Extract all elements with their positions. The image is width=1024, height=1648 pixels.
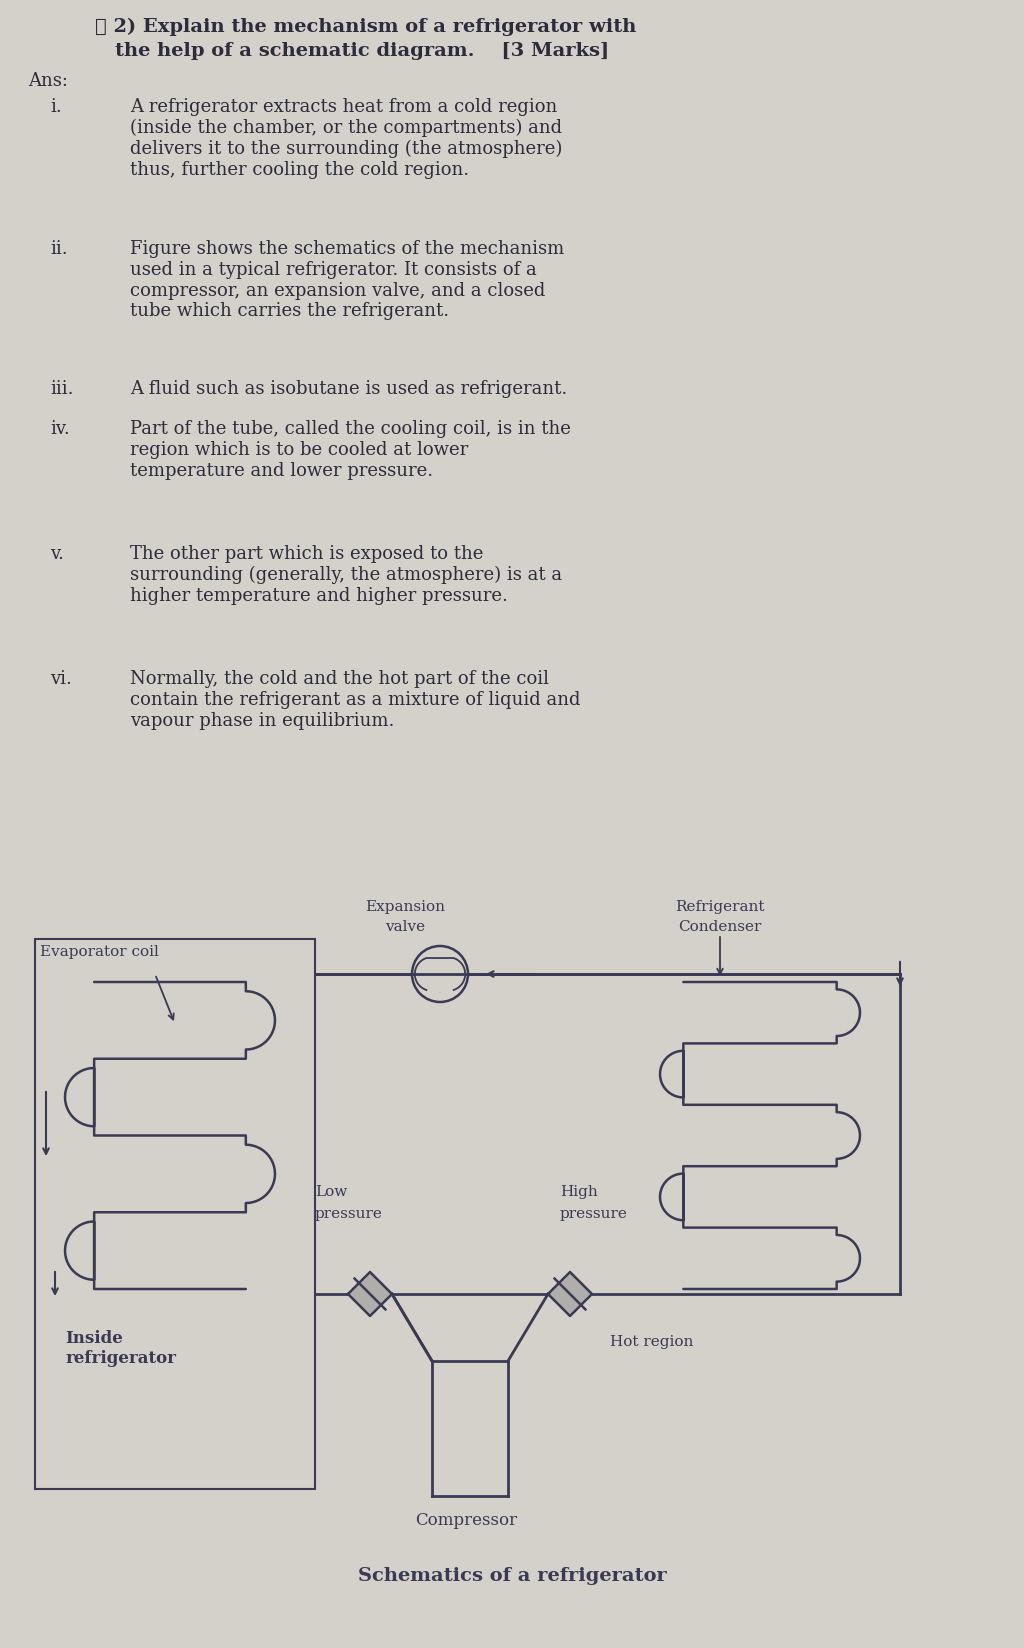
Text: Inside
refrigerator: Inside refrigerator <box>65 1330 176 1366</box>
Text: the help of a schematic diagram.    [3 Marks]: the help of a schematic diagram. [3 Mark… <box>115 41 609 59</box>
Polygon shape <box>548 1272 592 1317</box>
Text: v.: v. <box>50 545 63 562</box>
Text: High: High <box>560 1185 598 1198</box>
Text: Schematics of a refrigerator: Schematics of a refrigerator <box>357 1566 667 1584</box>
Text: Refrigerant: Refrigerant <box>675 900 765 913</box>
Text: Figure shows the schematics of the mechanism
used in a typical refrigerator. It : Figure shows the schematics of the mecha… <box>130 241 564 320</box>
Text: Part of the tube, called the cooling coil, is in the
region which is to be coole: Part of the tube, called the cooling coi… <box>130 420 570 480</box>
Polygon shape <box>348 1272 392 1317</box>
Text: 瑲 2) Explain the mechanism of a refrigerator with: 瑲 2) Explain the mechanism of a refriger… <box>95 18 636 36</box>
Text: ii.: ii. <box>50 241 68 257</box>
Text: Ans:: Ans: <box>28 73 68 91</box>
Text: Hot region: Hot region <box>610 1335 693 1348</box>
Text: Evaporator coil: Evaporator coil <box>40 944 159 959</box>
Text: Expansion: Expansion <box>365 900 445 913</box>
Text: pressure: pressure <box>560 1206 628 1220</box>
Text: The other part which is exposed to the
surrounding (generally, the atmosphere) i: The other part which is exposed to the s… <box>130 545 562 605</box>
Text: Compressor: Compressor <box>415 1511 517 1528</box>
Text: Normally, the cold and the hot part of the coil
contain the refrigerant as a mix: Normally, the cold and the hot part of t… <box>130 669 581 728</box>
Text: valve: valve <box>385 920 425 933</box>
Text: iv.: iv. <box>50 420 70 438</box>
Bar <box>35 939 315 1490</box>
Text: Low: Low <box>315 1185 347 1198</box>
Text: Condenser: Condenser <box>678 920 762 933</box>
Text: vi.: vi. <box>50 669 72 687</box>
Text: iii.: iii. <box>50 379 74 397</box>
Text: i.: i. <box>50 97 61 115</box>
Text: A fluid such as isobutane is used as refrigerant.: A fluid such as isobutane is used as ref… <box>130 379 567 397</box>
Text: A refrigerator extracts heat from a cold region
(inside the chamber, or the comp: A refrigerator extracts heat from a cold… <box>130 97 562 180</box>
Text: pressure: pressure <box>315 1206 383 1220</box>
